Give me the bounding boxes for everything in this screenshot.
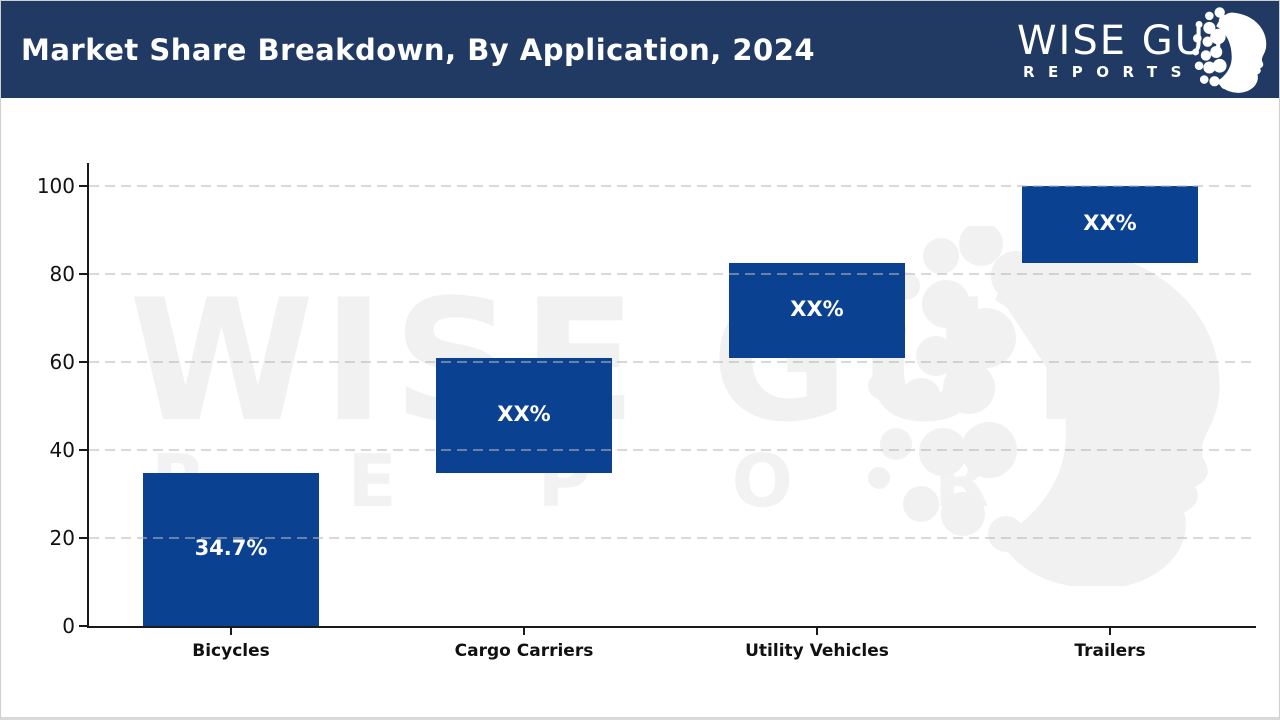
x-tick-mark	[1109, 628, 1111, 635]
gridline	[89, 185, 1254, 187]
y-tick-mark	[79, 361, 88, 363]
y-tick-label: 80	[49, 262, 75, 286]
y-tick-mark	[79, 537, 88, 539]
y-tick-label: 100	[36, 174, 75, 198]
bar-value-label: XX%	[497, 401, 551, 426]
bar-segment	[143, 473, 319, 626]
watermark-dotted-head-icon	[868, 226, 1220, 586]
y-tick-mark	[79, 449, 88, 451]
x-tick-mark	[523, 628, 525, 635]
y-axis-line	[87, 163, 89, 628]
bar-value-label: XX%	[790, 296, 844, 321]
brand-subname: REPORTS	[1023, 63, 1195, 81]
gridline	[89, 273, 1254, 275]
x-category-label: Trailers	[1074, 641, 1146, 661]
y-tick-mark	[79, 185, 88, 187]
y-tick-label: 0	[62, 614, 75, 638]
bar-segment	[436, 358, 612, 474]
brand-logo: WISE GUY REPORTS	[1017, 7, 1267, 93]
x-category-label: Cargo Carriers	[454, 641, 594, 661]
x-category-label: Bicycles	[192, 641, 270, 661]
page-title: Market Share Breakdown, By Application, …	[21, 32, 816, 67]
y-tick-label: 20	[49, 526, 75, 550]
y-tick-mark	[79, 273, 88, 275]
y-tick-label: 60	[49, 350, 75, 374]
x-axis-line	[87, 626, 1256, 628]
bar-value-label: XX%	[1083, 210, 1137, 235]
bar-segment	[1022, 186, 1198, 264]
gridline	[89, 537, 1254, 539]
y-tick-label: 40	[49, 438, 75, 462]
x-category-label: Utility Vehicles	[745, 641, 889, 661]
bar-value-label: 34.7%	[194, 535, 268, 560]
y-tick-mark	[79, 625, 88, 627]
header-bar: Market Share Breakdown, By Application, …	[1, 1, 1279, 98]
brand-dotted-head-icon	[1192, 7, 1267, 93]
bar-segment	[729, 263, 905, 359]
x-tick-mark	[816, 628, 818, 635]
gridline	[89, 361, 1254, 363]
x-tick-mark	[230, 628, 232, 635]
gridline	[89, 449, 1254, 451]
